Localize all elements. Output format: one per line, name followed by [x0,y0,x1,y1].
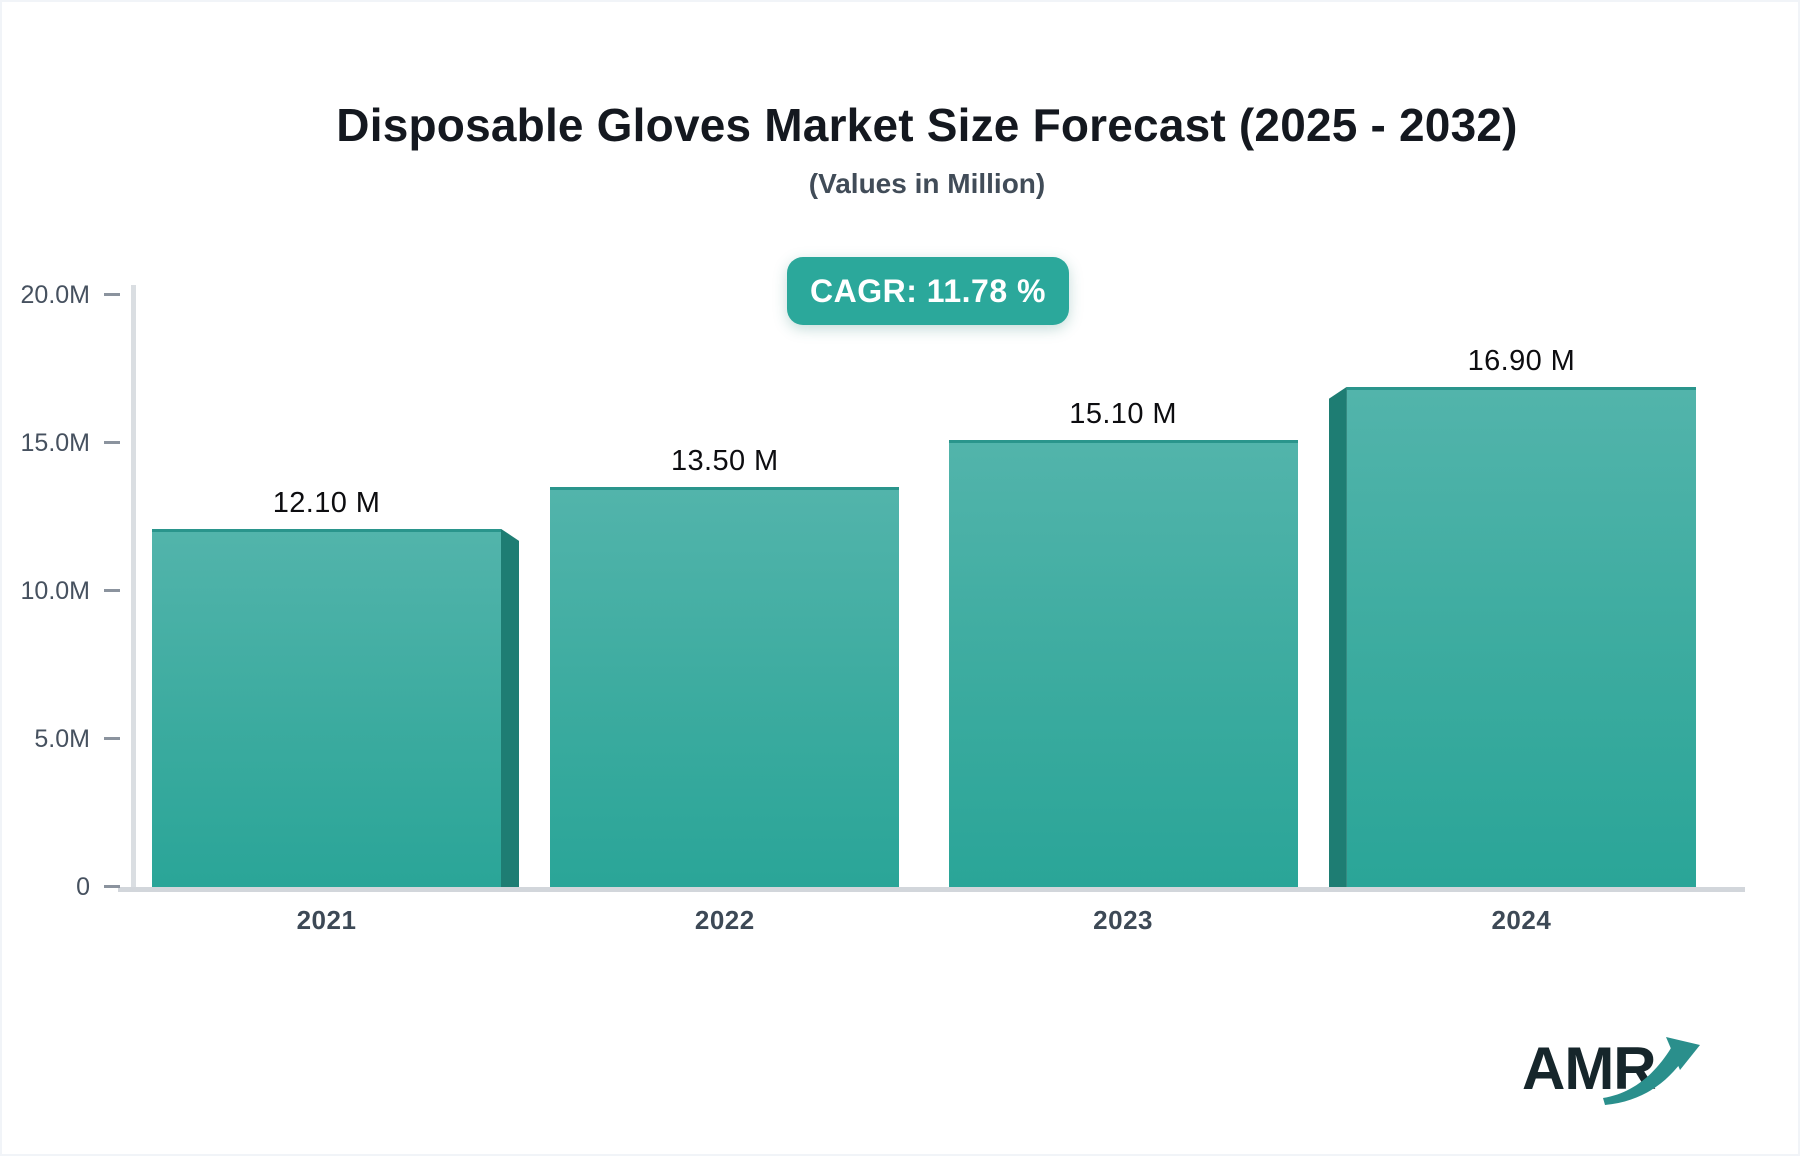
bar [1346,386,1696,887]
brand-logo: AMR [1522,1035,1700,1105]
y-axis-tick-mark [104,293,120,296]
x-axis-category-label: 2024 [1491,905,1552,935]
y-axis-tick-label: 5.0M [34,725,90,753]
bar-side-shadow [501,528,519,887]
y-axis-tick-label: 10.0M [20,577,90,605]
bar-value-label: 15.10 M [1069,398,1177,431]
bar [948,440,1298,887]
y-axis-tick-label: 20.0M [20,281,90,309]
y-axis-tick-label: 0 [76,873,90,901]
bar [550,487,900,887]
y-axis-tick-label: 15.0M [20,429,90,457]
y-axis-tick-mark [104,441,120,444]
y-axis-tick-mark [104,589,120,592]
growth-arrow-icon [1603,1037,1700,1105]
bar [152,528,501,887]
cagr-badge-label: CAGR: 11.78 % [810,272,1046,309]
x-axis-line [118,887,1745,892]
x-axis-category-label: 2023 [1093,905,1154,935]
bar-value-label: 12.10 M [272,486,381,519]
x-axis-category-label: 2022 [694,905,755,935]
x-axis-category-label: 2021 [296,905,357,935]
cagr-badge: CAGR: 11.78 % [787,257,1069,325]
bar-value-label: 13.50 M [671,445,779,478]
chart-title: Disposable Gloves Market Size Forecast (… [336,99,1518,151]
chart-subtitle: (Values in Million) [808,168,1046,199]
y-axis-line [131,285,136,892]
bar-value-label: 16.90 M [1467,344,1576,377]
y-axis-tick-mark [104,885,120,888]
bar-side-shadow [1328,386,1347,887]
y-axis-tick-mark [104,737,120,740]
